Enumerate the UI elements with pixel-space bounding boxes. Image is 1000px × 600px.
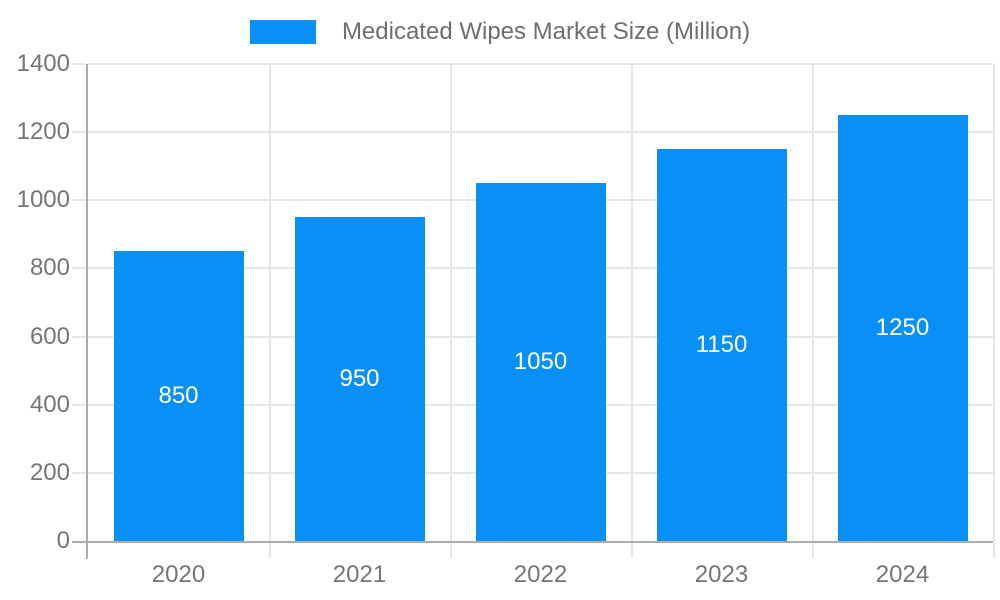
y-tick <box>72 63 86 65</box>
bar-2021: 950 <box>294 217 425 541</box>
y-tick <box>72 471 86 474</box>
y-axis-label: 1400 <box>16 50 70 77</box>
chart-legend: Medicated Wipes Market Size (Million) <box>249 18 751 46</box>
y-axis-label: 400 <box>29 390 70 418</box>
bar-value-label: 850 <box>158 382 199 410</box>
gridline-v <box>631 64 633 541</box>
bar-2023: 1150 <box>656 149 787 541</box>
x-tick <box>993 543 995 558</box>
y-axis-label: 600 <box>29 322 70 350</box>
x-axis-label: 2024 <box>875 561 930 588</box>
gridline-v <box>269 64 271 541</box>
y-tick <box>72 267 86 270</box>
gridline-v <box>450 64 452 541</box>
bar-value-label: 1050 <box>513 348 568 376</box>
gridline-h <box>88 131 993 134</box>
bar-2022: 1050 <box>475 183 606 541</box>
bar-value-label: 1250 <box>875 314 930 342</box>
x-axis-line <box>72 541 993 543</box>
x-tick <box>631 543 633 558</box>
bar-value-label: 950 <box>339 365 380 393</box>
plot-area: 0 200 400 600 800 1000 1200 1400 850 2020 950 2021 1… <box>17 50 995 588</box>
x-tick <box>812 543 814 558</box>
y-axis-line <box>86 64 88 559</box>
bar-2020: 850 <box>113 251 244 541</box>
y-axis-label: 200 <box>29 458 70 486</box>
bar-2024: 1250 <box>837 115 968 541</box>
x-axis-label: 2020 <box>151 561 206 588</box>
legend-swatch <box>249 20 316 44</box>
x-tick <box>450 543 452 558</box>
bar-value-label: 1150 <box>695 331 748 359</box>
gridline-v <box>812 64 814 541</box>
y-tick <box>72 199 86 202</box>
legend-label: Medicated Wipes Market Size (Million) <box>341 18 751 45</box>
x-axis-label: 2021 <box>332 561 387 588</box>
y-axis-label: 1200 <box>16 118 70 146</box>
y-axis-label: 0 <box>56 527 70 554</box>
y-tick <box>72 335 86 338</box>
y-axis-label: 1000 <box>16 186 70 214</box>
gridline-h <box>88 63 993 65</box>
x-axis-label: 2023 <box>694 561 749 588</box>
x-axis-label: 2022 <box>513 561 568 588</box>
y-tick <box>72 131 86 134</box>
y-axis-label: 800 <box>29 254 70 282</box>
y-tick <box>72 403 86 406</box>
x-tick <box>269 543 271 558</box>
gridline-v <box>993 64 995 541</box>
